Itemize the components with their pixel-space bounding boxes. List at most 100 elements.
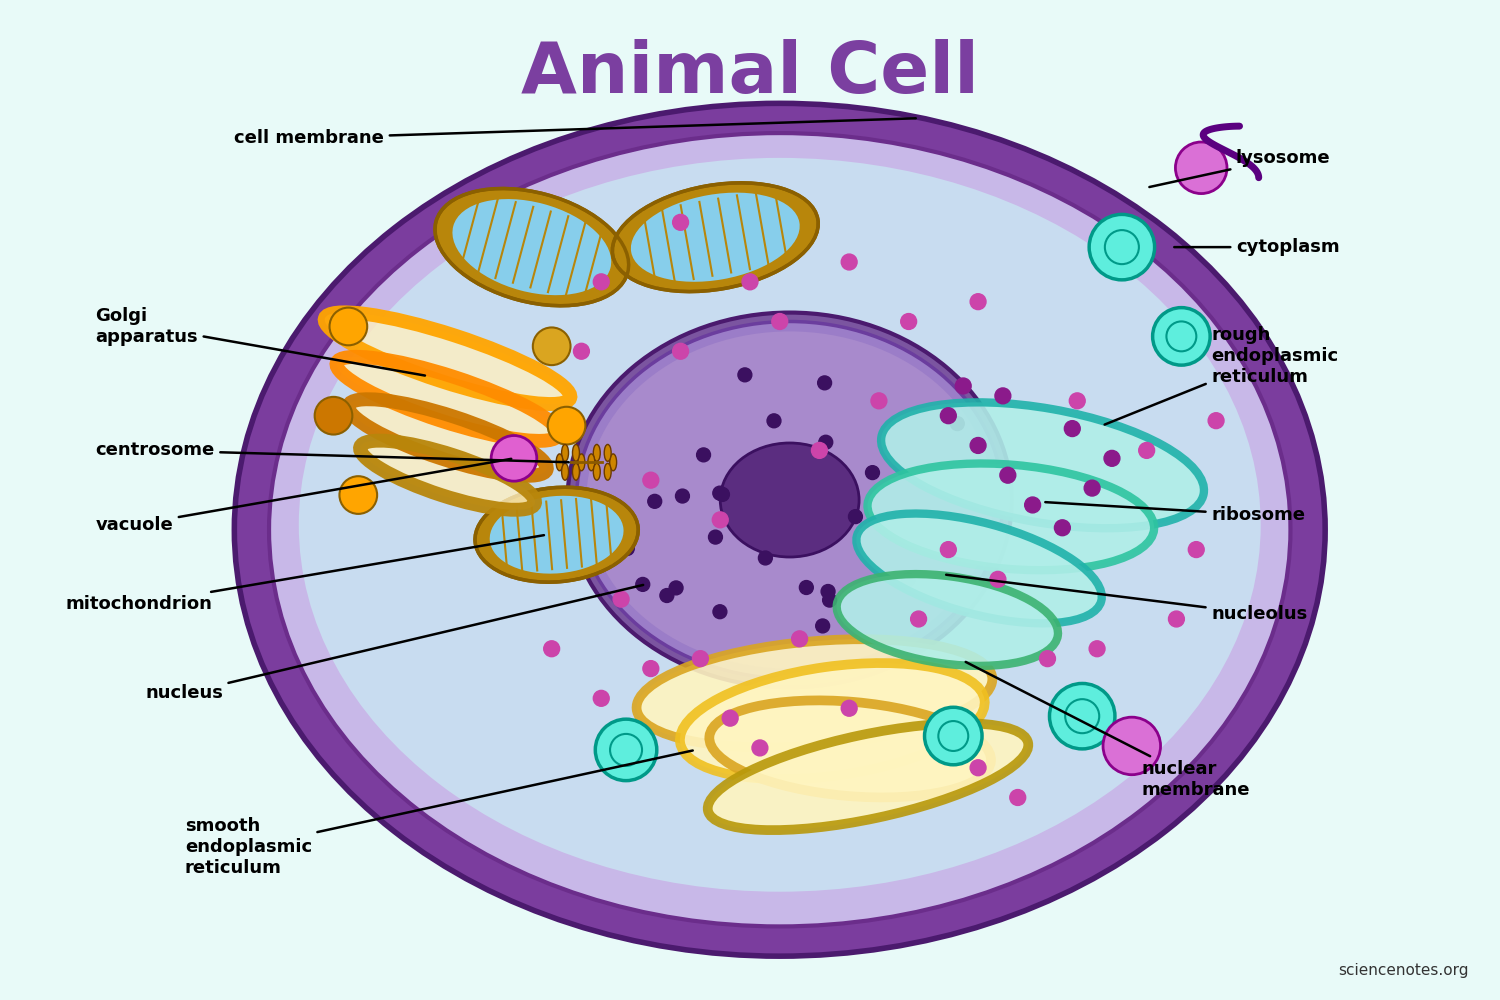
Circle shape bbox=[693, 651, 708, 667]
Circle shape bbox=[490, 436, 537, 481]
Circle shape bbox=[708, 530, 723, 544]
Circle shape bbox=[738, 368, 752, 382]
Circle shape bbox=[1084, 480, 1100, 496]
Circle shape bbox=[672, 214, 688, 230]
Ellipse shape bbox=[476, 487, 638, 582]
Circle shape bbox=[1054, 520, 1071, 536]
Circle shape bbox=[1089, 641, 1106, 657]
Circle shape bbox=[1188, 542, 1204, 558]
Ellipse shape bbox=[594, 444, 600, 461]
Circle shape bbox=[842, 254, 856, 270]
Ellipse shape bbox=[604, 444, 610, 461]
Ellipse shape bbox=[867, 464, 1154, 570]
Circle shape bbox=[675, 489, 690, 503]
Ellipse shape bbox=[336, 357, 558, 441]
Text: sciencenotes.org: sciencenotes.org bbox=[1338, 963, 1468, 978]
Text: nucleolus: nucleolus bbox=[946, 575, 1308, 623]
Text: vacuole: vacuole bbox=[96, 459, 512, 534]
Circle shape bbox=[865, 466, 879, 480]
Circle shape bbox=[1102, 717, 1161, 775]
Circle shape bbox=[532, 327, 570, 365]
Circle shape bbox=[644, 661, 658, 677]
Text: centrosome: centrosome bbox=[96, 441, 568, 462]
Circle shape bbox=[548, 407, 585, 444]
Circle shape bbox=[722, 710, 738, 726]
Circle shape bbox=[648, 494, 662, 508]
Circle shape bbox=[621, 542, 634, 555]
Circle shape bbox=[716, 487, 729, 501]
Text: nucleus: nucleus bbox=[146, 585, 644, 702]
Circle shape bbox=[956, 378, 970, 394]
Circle shape bbox=[849, 510, 862, 524]
Circle shape bbox=[759, 551, 772, 565]
Circle shape bbox=[696, 448, 711, 462]
Ellipse shape bbox=[298, 158, 1260, 892]
Ellipse shape bbox=[556, 454, 562, 471]
Ellipse shape bbox=[586, 331, 993, 669]
Ellipse shape bbox=[636, 639, 993, 748]
Circle shape bbox=[1152, 308, 1210, 365]
Circle shape bbox=[940, 408, 957, 424]
Circle shape bbox=[339, 476, 376, 514]
Ellipse shape bbox=[708, 723, 1029, 830]
Circle shape bbox=[818, 376, 831, 390]
Ellipse shape bbox=[680, 663, 984, 779]
Text: mitochondrion: mitochondrion bbox=[66, 535, 544, 613]
Text: ribosome: ribosome bbox=[1046, 502, 1305, 524]
Circle shape bbox=[594, 274, 609, 290]
Ellipse shape bbox=[567, 313, 1012, 687]
Text: Animal Cell: Animal Cell bbox=[520, 39, 980, 108]
Ellipse shape bbox=[880, 402, 1204, 528]
Circle shape bbox=[822, 593, 837, 607]
Circle shape bbox=[900, 314, 916, 329]
Ellipse shape bbox=[609, 454, 616, 471]
Circle shape bbox=[910, 611, 927, 627]
Circle shape bbox=[644, 472, 658, 488]
Text: cytoplasm: cytoplasm bbox=[1174, 238, 1340, 256]
Circle shape bbox=[951, 417, 964, 431]
Circle shape bbox=[902, 573, 915, 587]
Ellipse shape bbox=[561, 444, 568, 461]
Circle shape bbox=[819, 435, 833, 449]
Circle shape bbox=[970, 760, 986, 776]
Circle shape bbox=[1024, 497, 1041, 513]
Circle shape bbox=[766, 414, 782, 428]
Circle shape bbox=[315, 397, 352, 435]
Ellipse shape bbox=[710, 700, 992, 797]
Circle shape bbox=[970, 438, 986, 453]
Circle shape bbox=[573, 343, 590, 359]
Ellipse shape bbox=[234, 103, 1324, 956]
Circle shape bbox=[871, 393, 886, 409]
Ellipse shape bbox=[720, 443, 860, 557]
Ellipse shape bbox=[561, 463, 568, 480]
Circle shape bbox=[812, 442, 828, 458]
Circle shape bbox=[1010, 790, 1026, 805]
Text: cell membrane: cell membrane bbox=[234, 118, 916, 147]
Ellipse shape bbox=[360, 441, 536, 510]
Circle shape bbox=[800, 581, 813, 594]
Circle shape bbox=[1065, 421, 1080, 437]
Circle shape bbox=[1050, 683, 1114, 749]
Ellipse shape bbox=[632, 193, 800, 282]
Circle shape bbox=[669, 581, 682, 595]
Circle shape bbox=[772, 314, 788, 329]
Circle shape bbox=[842, 700, 856, 716]
Ellipse shape bbox=[348, 399, 548, 476]
Ellipse shape bbox=[612, 183, 818, 292]
Circle shape bbox=[752, 740, 768, 756]
Text: Golgi
apparatus: Golgi apparatus bbox=[96, 307, 424, 376]
Ellipse shape bbox=[324, 312, 570, 404]
Circle shape bbox=[330, 308, 368, 345]
Circle shape bbox=[1168, 611, 1185, 627]
Ellipse shape bbox=[856, 514, 1102, 623]
Circle shape bbox=[940, 542, 957, 558]
Circle shape bbox=[816, 619, 830, 633]
Ellipse shape bbox=[604, 463, 610, 480]
Circle shape bbox=[1176, 142, 1227, 194]
Circle shape bbox=[712, 512, 728, 528]
Circle shape bbox=[1000, 467, 1016, 483]
Circle shape bbox=[990, 571, 1006, 587]
Circle shape bbox=[1138, 442, 1155, 458]
Circle shape bbox=[1070, 393, 1084, 409]
Ellipse shape bbox=[489, 496, 624, 574]
